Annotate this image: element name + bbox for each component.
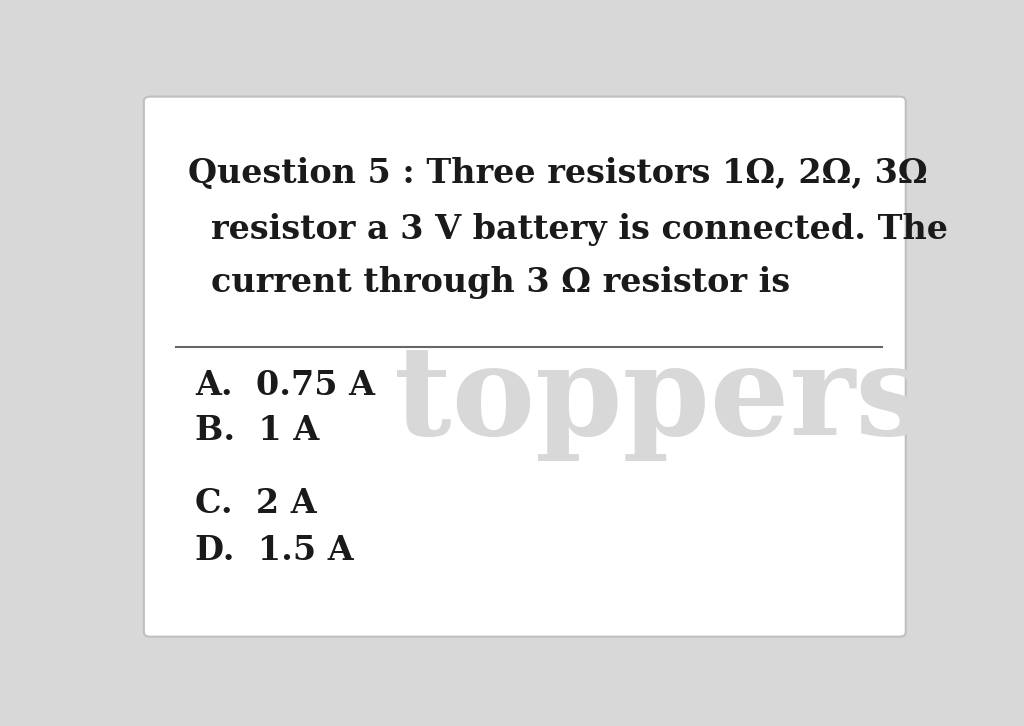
Text: current through 3 Ω resistor is: current through 3 Ω resistor is [211,266,791,299]
Text: A.  0.75 A: A. 0.75 A [196,370,376,402]
Text: D.  1.5 A: D. 1.5 A [196,534,354,567]
Text: Question 5 : Three resistors 1Ω, 2Ω, 3Ω: Question 5 : Three resistors 1Ω, 2Ω, 3Ω [187,157,927,190]
Text: topperse: topperse [393,340,1006,461]
FancyBboxPatch shape [143,97,905,637]
Text: resistor a 3 V battery is connected. The: resistor a 3 V battery is connected. The [211,213,948,246]
Text: C.  2 A: C. 2 A [196,487,317,520]
Text: B.  1 A: B. 1 A [196,414,319,447]
